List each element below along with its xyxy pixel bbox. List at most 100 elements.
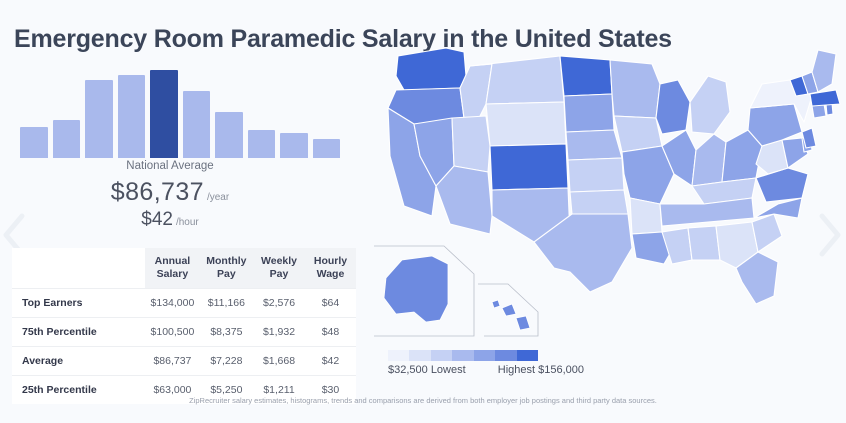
table-row: 75th Percentile $100,500 $8,375 $1,932 $48 [12,317,356,347]
table-row: Average $86,737 $7,228 $1,668 $42 [12,346,356,376]
column-header-blank [12,248,146,289]
state-KY[interactable] [691,177,757,205]
state-NC[interactable] [753,197,803,219]
state-VA[interactable] [755,167,809,203]
cell-weekly: $1,211 [253,375,305,405]
annual-salary-unit: /year [206,192,230,203]
salary-summary-panel: National Average $86,737/year $42/hour A… [0,48,372,405]
legend-swatch [516,350,538,361]
legend-swatch [388,350,410,361]
state-WA[interactable] [395,47,467,91]
state-ND[interactable] [559,55,613,97]
column-header-hourly-wage: Hourly Wage [304,248,356,289]
state-SD[interactable] [563,93,615,133]
legend-low-label: $32,500 Lowest [388,364,466,376]
column-header-monthly-pay: Monthly Pay [199,248,254,289]
cell-weekly: $1,668 [253,346,305,376]
cell-annual: $100,500 [145,317,200,347]
histogram-bar [20,126,48,158]
state-WI[interactable] [655,79,691,135]
legend-swatch [430,350,453,361]
legend-labels: $32,500 Lowest Highest $156,000 [388,364,584,376]
inset-frames [374,245,539,337]
row-label: Average [12,346,146,376]
cell-annual: $134,000 [145,288,200,318]
row-label: 75th Percentile [12,317,146,347]
row-label: 25th Percentile [12,375,146,405]
state-WY[interactable] [485,101,567,147]
alaska-inset-frame [374,245,475,337]
table-body: Top Earners $134,000 $11,166 $2,576 $64 75th … [12,288,356,405]
legend-swatch [409,350,431,361]
column-header-annual-salary: Annual Salary [145,248,200,289]
cell-hourly: $48 [304,317,356,347]
histogram-bar [182,90,210,158]
row-label: Top Earners [12,288,146,318]
state-KS[interactable] [567,157,625,193]
hawaii-inset-frame [478,283,539,337]
cell-hourly: $64 [304,288,356,318]
page-title: Emergency Room Paramedic Salary in the U… [14,24,672,53]
us-map-svg[interactable] [374,46,844,356]
legend-high-label: Highest $156,000 [497,364,584,376]
cell-monthly: $8,375 [199,317,254,347]
histogram-bar [117,75,145,158]
state-SC[interactable] [751,213,783,253]
state-MA[interactable] [809,89,841,107]
salary-breakdown-table: Annual Salary Monthly Pay Weekly Pay Hou… [12,248,356,405]
cell-weekly: $2,576 [253,288,305,318]
cell-annual: $63,000 [145,375,200,405]
cell-weekly: $1,932 [253,317,305,347]
chevron-left-icon [3,213,25,257]
state-MN[interactable] [609,59,661,119]
state-LA[interactable] [631,231,673,265]
cell-annual: $86,737 [145,346,200,376]
state-UT[interactable] [451,115,491,173]
carousel-prev-button[interactable] [2,212,28,258]
state-AZ[interactable] [435,165,493,235]
carousel-next-button[interactable] [816,212,842,258]
cell-hourly: $30 [304,375,356,405]
footer-disclaimer: ZipRecruiter salary estimates, histogram… [189,396,657,405]
cell-hourly: $42 [304,346,356,376]
hourly-salary-unit: /hour [175,217,199,228]
annual-salary-display: $86,737/year [0,178,340,207]
table-row: 25th Percentile $63,000 $5,250 $1,211 $30 [12,375,356,405]
legend-swatch [495,350,517,361]
state-MI[interactable] [689,75,731,135]
histogram-bar [247,129,275,158]
state-TX[interactable] [533,213,633,293]
state-NJ[interactable] [801,127,817,149]
annual-salary-amount: $86,737 [110,178,204,206]
legend-swatch [452,350,474,361]
state-NE[interactable] [565,129,623,161]
state-ME[interactable] [811,49,837,93]
histogram-bar [312,139,340,158]
national-average-label: National Average [126,160,214,172]
table-header-row: Annual Salary Monthly Pay Weekly Pay Hou… [12,248,356,289]
legend-swatch [473,350,496,361]
column-header-weekly-pay: Weekly Pay [253,248,305,289]
hourly-salary-amount: $42 [141,209,173,230]
state-TN[interactable] [659,197,755,227]
salary-histogram [20,53,340,158]
state-IN[interactable] [691,133,727,187]
table-header: Annual Salary Monthly Pay Weekly Pay Hou… [12,248,356,289]
cell-monthly: $5,250 [199,375,254,405]
cell-monthly: $7,228 [199,346,254,376]
state-AR[interactable] [629,197,663,235]
state-AL[interactable] [687,225,721,261]
state-HI[interactable] [491,299,531,331]
us-salary-map[interactable] [374,46,844,356]
table-row: Top Earners $134,000 $11,166 $2,576 $64 [12,288,356,318]
state-MD[interactable] [781,137,809,169]
legend-gradient [388,350,538,361]
state-AK[interactable] [383,255,449,323]
state-CO[interactable] [489,143,569,191]
chevron-right-icon [819,213,841,257]
hourly-salary-display: $42/hour [0,209,340,231]
histogram-bar [150,69,178,158]
histogram-bar [215,111,243,158]
map-legend: $32,500 Lowest Highest $156,000 [388,350,584,376]
histogram-bar [280,132,308,158]
